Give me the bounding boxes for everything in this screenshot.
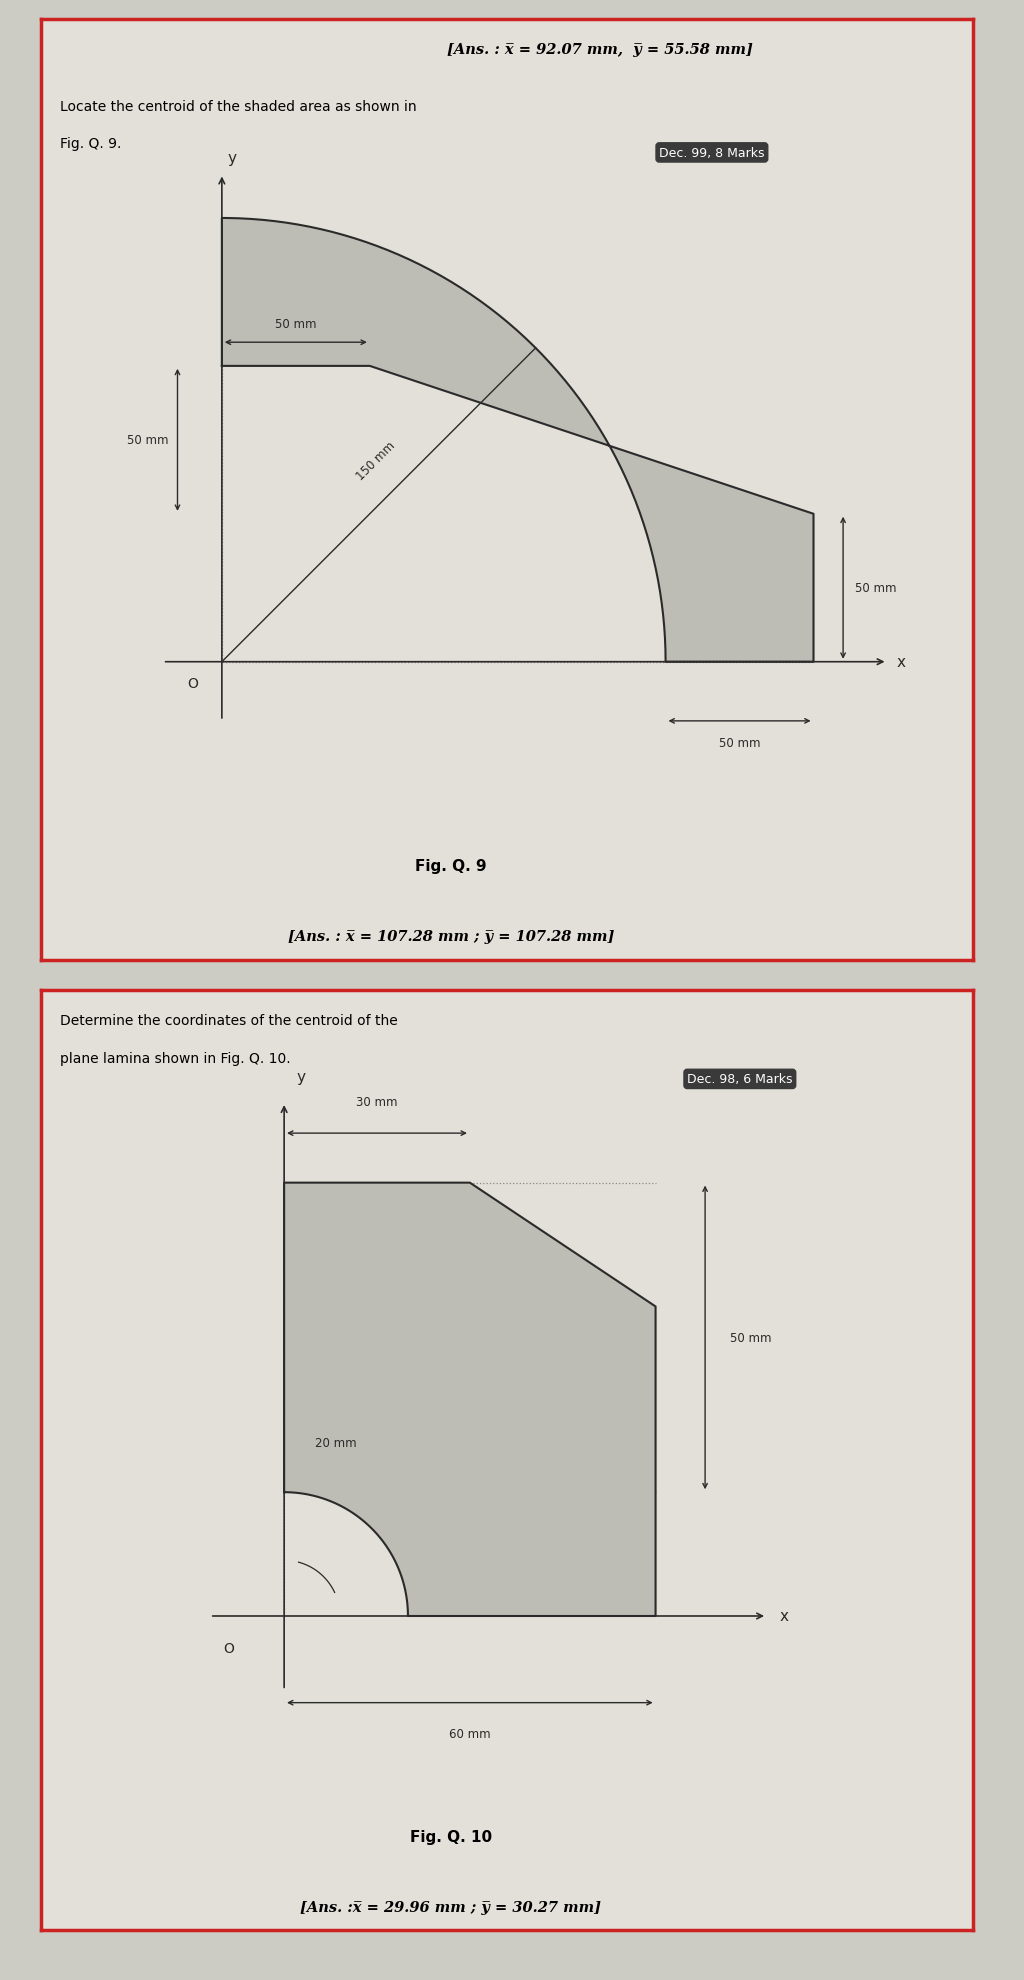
Text: 50 mm: 50 mm: [275, 319, 316, 331]
Text: Fig. Q. 9: Fig. Q. 9: [415, 859, 486, 873]
Text: O: O: [223, 1641, 234, 1655]
Text: 50 mm: 50 mm: [855, 582, 896, 594]
Polygon shape: [222, 220, 813, 663]
Text: Fig. Q. 10: Fig. Q. 10: [410, 1830, 493, 1843]
Text: 60 mm: 60 mm: [450, 1727, 490, 1740]
Text: 50 mm: 50 mm: [730, 1331, 771, 1344]
Text: 50 mm: 50 mm: [127, 434, 169, 447]
Text: Fig. Q. 9.: Fig. Q. 9.: [59, 137, 121, 150]
Text: x: x: [779, 1608, 788, 1624]
Text: 50 mm: 50 mm: [719, 737, 760, 748]
Text: y: y: [227, 150, 237, 166]
Text: 150 mm: 150 mm: [353, 440, 397, 483]
Text: [Ans. :x̅ = 29.96 mm ; y̅ = 30.27 mm]: [Ans. :x̅ = 29.96 mm ; y̅ = 30.27 mm]: [300, 1901, 601, 1915]
Text: [Ans. : x̅ = 92.07 mm,  y̅ = 55.58 mm]: [Ans. : x̅ = 92.07 mm, y̅ = 55.58 mm]: [447, 44, 753, 57]
Text: Dec. 99, 8 Marks: Dec. 99, 8 Marks: [659, 147, 765, 160]
Text: plane lamina shown in Fig. Q. 10.: plane lamina shown in Fig. Q. 10.: [59, 1051, 290, 1065]
Text: Determine the coordinates of the centroid of the: Determine the coordinates of the centroi…: [59, 1014, 397, 1028]
Text: x: x: [896, 655, 905, 669]
Text: 30 mm: 30 mm: [356, 1095, 397, 1109]
Text: y: y: [297, 1069, 305, 1083]
Text: [Ans. : x̅ = 107.28 mm ; y̅ = 107.28 mm]: [Ans. : x̅ = 107.28 mm ; y̅ = 107.28 mm]: [288, 931, 614, 944]
Text: O: O: [187, 677, 199, 691]
Text: Dec. 98, 6 Marks: Dec. 98, 6 Marks: [687, 1073, 793, 1085]
Polygon shape: [284, 1182, 655, 1616]
Text: 20 mm: 20 mm: [315, 1436, 356, 1449]
Text: Locate the centroid of the shaded area as shown in: Locate the centroid of the shaded area a…: [59, 99, 416, 113]
